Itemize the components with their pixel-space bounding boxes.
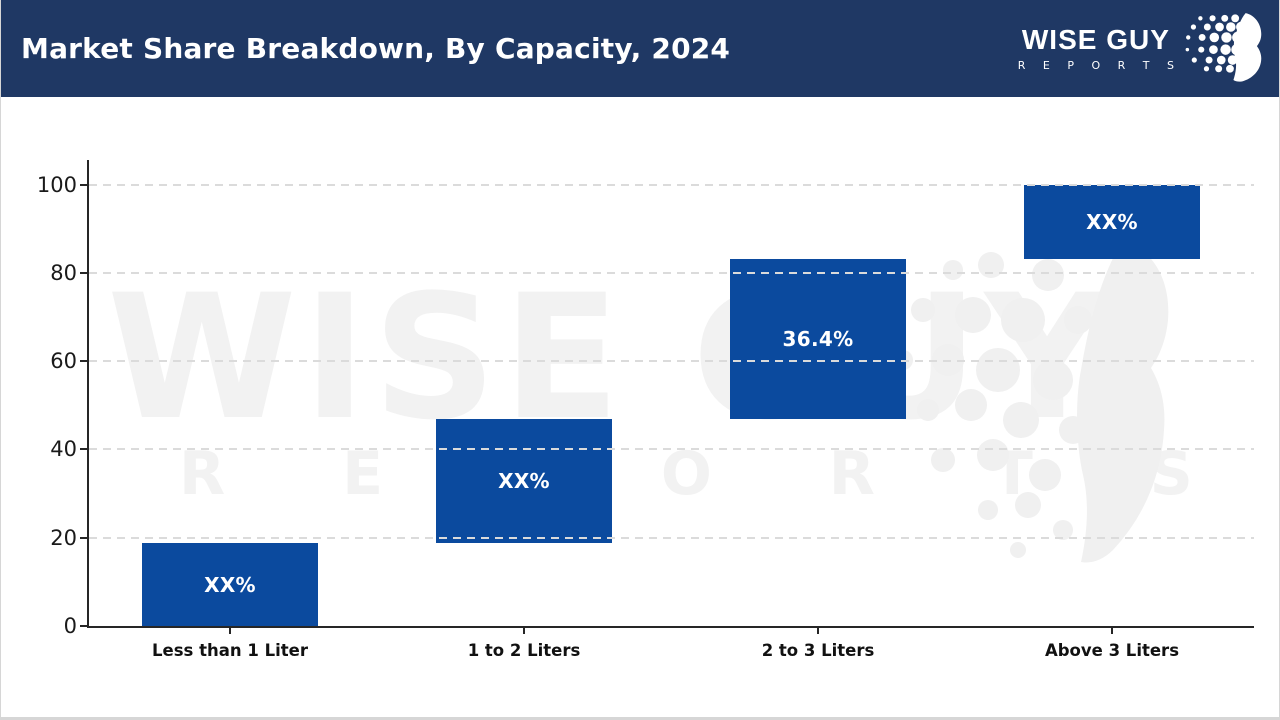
y-tick-label: 100: [36, 172, 77, 197]
bar-value-label: XX%: [1086, 209, 1138, 234]
category-label: 2 to 3 Liters: [761, 641, 875, 660]
logo-subtitle: R E P O R T S: [1017, 59, 1181, 72]
y-axis-tick: [80, 360, 89, 363]
dotted-head-logo-icon: [1183, 11, 1263, 87]
y-axis-tick: [80, 536, 89, 539]
category-label: 1 to 2 Liters: [467, 641, 581, 660]
y-tick-label: 60: [50, 349, 77, 374]
gridline: [89, 360, 1254, 363]
x-axis-tick: [523, 626, 525, 634]
y-tick-label: 40: [50, 437, 77, 462]
plot-area: WISE GUY R E P O R T S 0 20 40 60 80 100 XX% XX…: [1, 97, 1279, 717]
y-axis-tick: [80, 183, 89, 186]
gridline: [89, 271, 1254, 274]
x-axis-tick: [229, 626, 231, 634]
y-axis-line: [87, 160, 89, 628]
gridline: [89, 448, 1254, 451]
logo-text: WISE GUY R E P O R T S: [1011, 24, 1181, 72]
y-axis-tick: [80, 448, 89, 451]
bar-value-label: 36.4%: [782, 327, 854, 352]
gridline: [89, 536, 1254, 539]
wise-guy-logo: WISE GUY R E P O R T S: [1011, 11, 1263, 87]
y-axis-tick: [80, 271, 89, 274]
bar: 36.4%: [730, 258, 906, 420]
x-axis-line: [87, 626, 1254, 628]
watermark-dotted-head-icon: [873, 215, 1173, 589]
y-axis-tick: [80, 625, 89, 627]
x-axis-tick: [817, 626, 819, 634]
category-label: Above 3 Liters: [1044, 641, 1180, 660]
bar: XX%: [142, 543, 318, 626]
category-label: Less than 1 Liter: [152, 641, 308, 660]
bar-value-label: XX%: [498, 469, 550, 494]
logo-wordmark: WISE GUY: [1021, 24, 1170, 55]
gridline: [89, 183, 1254, 186]
header-bar: Market Share Breakdown, By Capacity, 202…: [1, 0, 1279, 97]
chart-title: Market Share Breakdown, By Capacity, 202…: [21, 32, 731, 65]
bar: XX%: [436, 419, 612, 544]
bar: XX%: [1024, 184, 1200, 259]
bar-value-label: XX%: [204, 572, 256, 597]
y-tick-label: 0: [63, 614, 77, 638]
y-tick-label: 80: [50, 260, 77, 285]
y-tick-label: 20: [50, 525, 77, 550]
x-axis-tick: [1111, 626, 1113, 634]
